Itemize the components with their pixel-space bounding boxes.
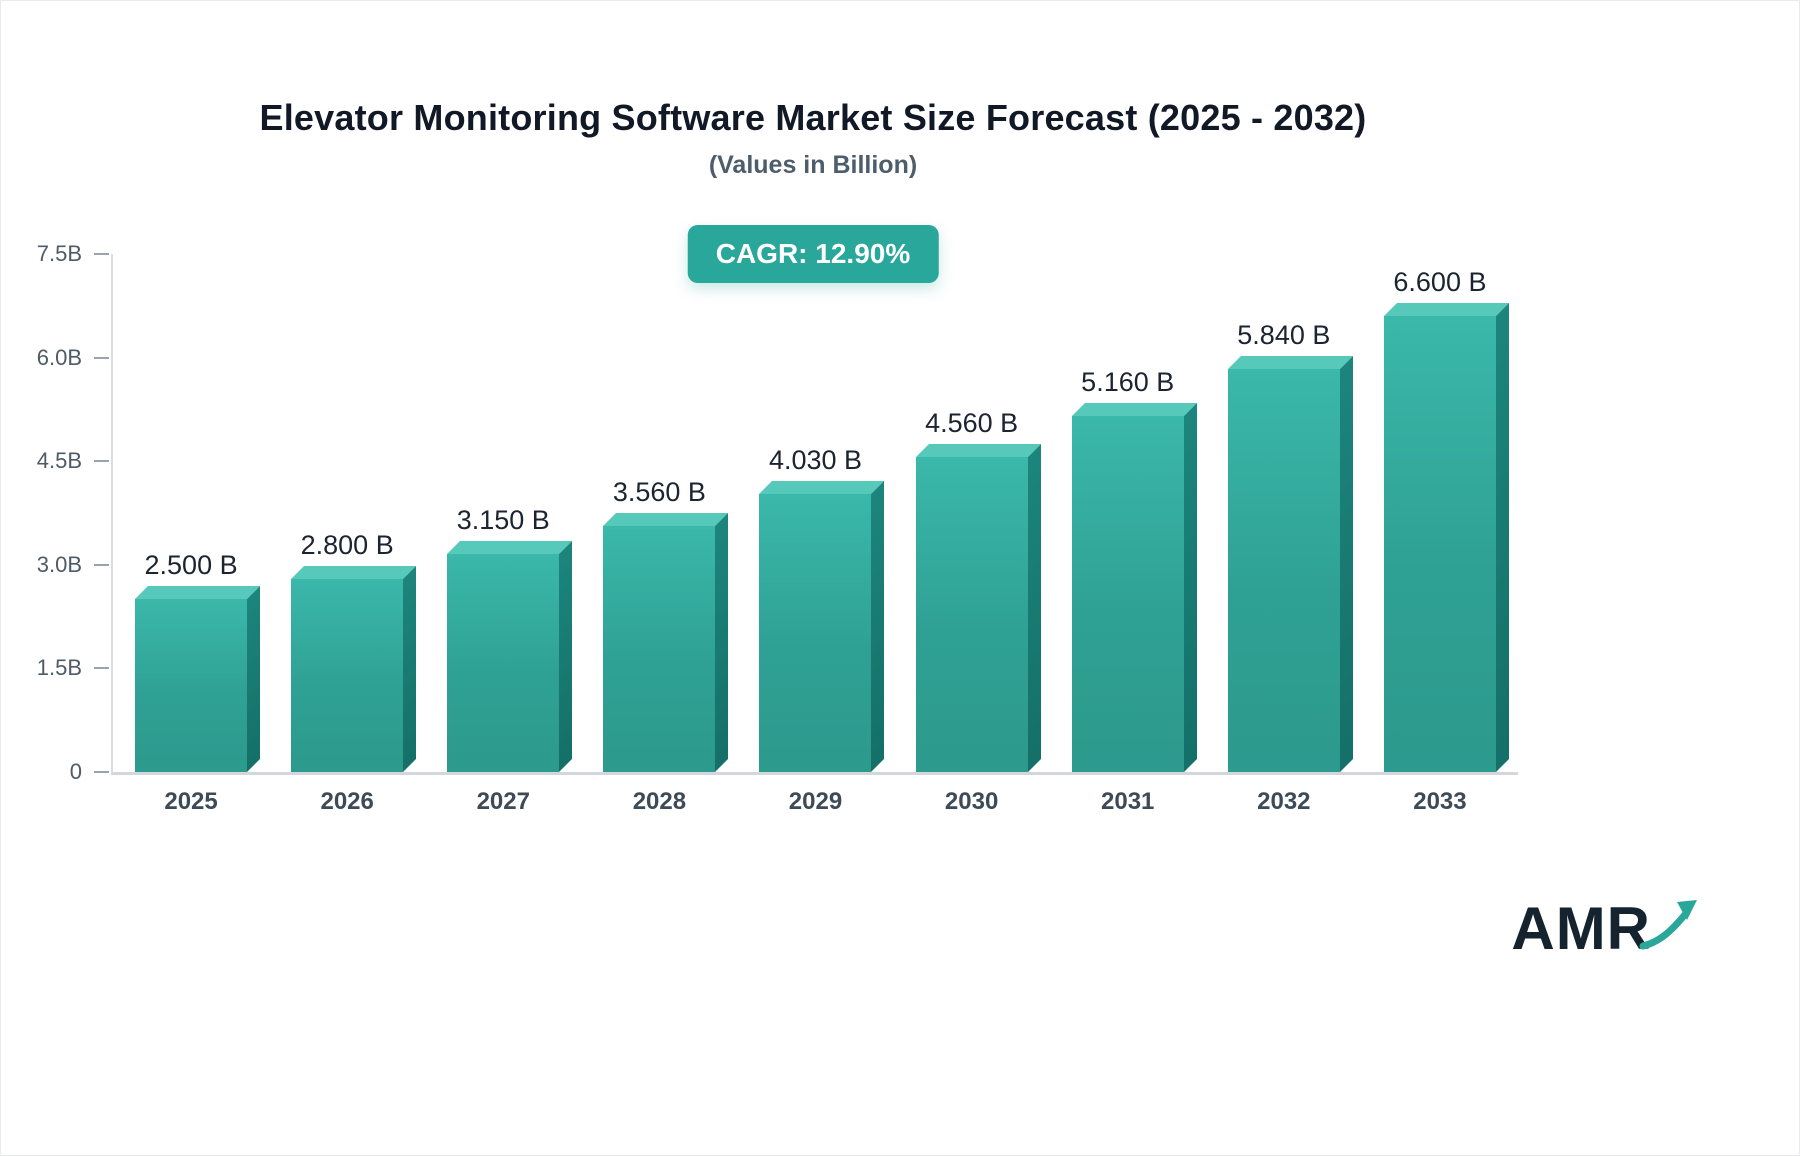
bar-value-label: 4.560 B [925,408,1019,439]
y-tick: 4.5B [34,448,109,474]
bar-column: 3.150 B [425,254,581,772]
y-tick: 3.0B [34,552,109,578]
x-axis-label: 2030 [944,788,999,815]
bar-value-label: 2.800 B [300,529,394,560]
bar-value-label: 3.560 B [612,477,706,508]
bar [1383,316,1496,772]
y-tick: 1.5B [34,655,109,681]
y-tick-dash [94,253,109,255]
amr-logo-text: AMR [1511,895,1651,962]
bar-value-label: 2.500 B [144,550,238,581]
y-tick: 6.0B [34,345,109,371]
bar-column: 4.560 B [894,254,1050,772]
bar-column: 5.840 B [1206,254,1362,772]
bar [447,554,560,772]
bar-value-label: 5.840 B [1237,319,1331,350]
bar [1071,415,1184,772]
bar-column: 5.160 B [1050,254,1206,772]
bar-column: 2.800 B [269,254,425,772]
bar-value-label: 3.150 B [456,505,550,536]
amr-logo: AMR [1511,894,1703,963]
y-tick-label: 7.5B [36,241,82,266]
logo-arrow-icon [1639,899,1697,949]
x-axis-label: 2033 [1413,788,1467,815]
y-tick: 7.5B [34,241,109,267]
bar-column: 6.600 B [1362,254,1518,772]
bar [915,457,1028,772]
bar-column: 3.560 B [581,254,737,772]
bar [759,493,872,772]
y-tick-label: 4.5B [36,448,82,474]
y-tick-label: 6.0B [36,344,82,370]
bar-value-label: 5.160 B [1081,366,1175,397]
cagr-badge: CAGR: 12.90% [687,225,939,283]
y-tick-dash [94,563,109,566]
chart-subtitle: (Values in Billion) [708,151,918,179]
y-tick: 0 [34,759,109,785]
bar-value-label: 4.030 B [768,444,863,475]
bar [135,599,248,772]
y-tick-dash [94,460,109,463]
y-tick-label: 0 [69,759,82,784]
bar [603,526,716,772]
x-axis-label: 2026 [320,788,374,815]
x-axis-label: 2032 [1257,788,1311,815]
x-axis-label: 2029 [788,788,843,815]
bar [291,578,404,772]
y-tick-dash [94,667,109,670]
x-axis-label: 2028 [632,788,687,815]
bar [1227,368,1340,772]
bars-row: 2.500 B 2.800 B 3.150 B 3.560 B 4.030 B 4.560… [113,254,1518,772]
x-axis-label: 2027 [476,788,530,815]
bar-value-label: 6.600 B [1393,267,1487,298]
y-tick-dash [94,356,109,359]
x-axis-labels: 2025 2026 2027 2028 2029 2030 2031 2032 2033 [113,788,1518,816]
y-tick-dash [94,771,109,773]
bar-column: 4.030 B [737,254,893,772]
y-tick-label: 3.0B [36,551,82,577]
chart-title: Elevator Monitoring Software Market Size… [259,97,1367,138]
x-axis-label: 2031 [1101,788,1155,815]
plot-area: 0 1.5B 3.0B 4.5B 6.0B 7.5B 2.500 B 2.800 B 3.15… [37,241,1518,815]
x-axis-label: 2025 [164,788,218,815]
y-tick-label: 1.5B [36,655,82,681]
bar-column: 2.500 B [113,254,269,772]
